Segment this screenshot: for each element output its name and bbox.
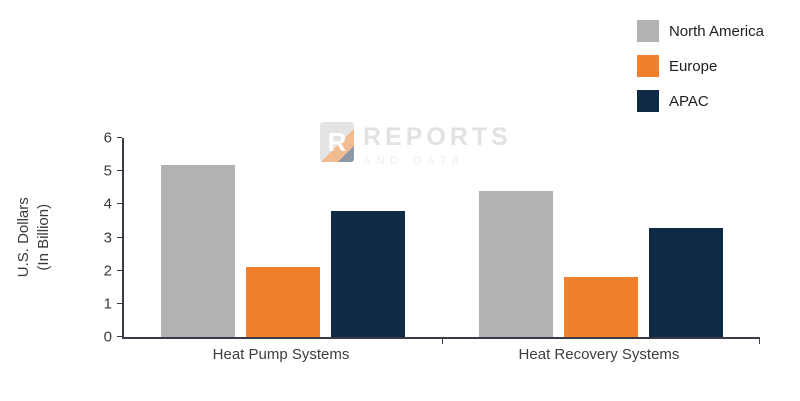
legend-swatch (636, 20, 659, 42)
bar-north-america (161, 164, 235, 337)
bar-apac (331, 210, 405, 337)
bar-groups (124, 138, 760, 337)
plot-area: 0 1 2 3 4 5 6 (104, 130, 760, 346)
legend-item-apac: APAC (636, 90, 764, 112)
bar-europe (246, 267, 320, 337)
legend-item-north-america: North America (636, 20, 764, 42)
x-axis-category-label: Heat Pump Systems (212, 346, 350, 363)
legend-item-europe: Europe (636, 55, 764, 77)
watermark-text-sub: AND DATA (363, 155, 465, 167)
watermark-text: REPORTS AND DATA (363, 122, 512, 168)
legend-swatch (636, 90, 659, 112)
x-axis-category-label: Heat Recovery Systems (518, 346, 680, 363)
y-tick-label: 0 (103, 328, 112, 346)
y-tick-mark (117, 302, 122, 304)
y-axis-title-line2: (In Billion) (35, 204, 52, 271)
y-tick-mark (117, 236, 122, 238)
y-tick-mark (117, 269, 122, 271)
x-axis-labels: Heat Pump Systems Heat Recovery Systems (122, 346, 758, 363)
watermark-text-main: REPORTS (363, 123, 512, 151)
legend-label: North America (668, 22, 764, 40)
y-tick-mark (117, 137, 122, 138)
y-tick-label: 6 (103, 129, 112, 147)
y-tick-mark (117, 170, 122, 172)
watermark-logo-icon: R (320, 122, 354, 162)
y-tick-label: 3 (103, 229, 112, 246)
bar-group (124, 138, 442, 337)
watermark: R REPORTS AND DATA (320, 122, 512, 167)
y-axis-title-line1: U.S. Dollars (14, 197, 32, 278)
x-axis-tick (759, 337, 760, 344)
x-axis-tick (442, 337, 443, 344)
legend: North America Europe APAC (636, 20, 764, 125)
legend-swatch (636, 55, 659, 77)
bar-north-america (479, 191, 553, 337)
y-axis-title-text: U.S. Dollars (In Billion) (14, 197, 55, 277)
bar-apac (649, 227, 723, 337)
y-tick-label: 1 (103, 295, 112, 313)
legend-label: Europe (668, 57, 718, 75)
bar-europe (564, 277, 638, 337)
y-tick-label: 2 (103, 262, 112, 280)
bar-group (442, 138, 760, 337)
y-tick-label: 4 (103, 195, 112, 213)
legend-label: APAC (668, 92, 709, 110)
y-tick-mark (117, 336, 122, 337)
y-axis-title: U.S. Dollars (In Billion) (12, 138, 56, 337)
y-tick-mark (117, 203, 122, 205)
y-tick-label: 5 (103, 162, 112, 180)
